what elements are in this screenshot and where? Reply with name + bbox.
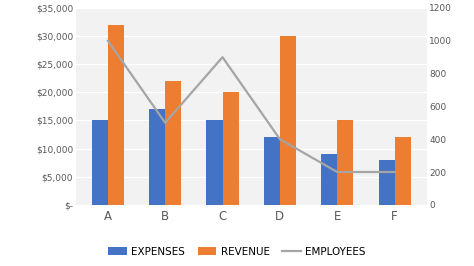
EMPLOYEES [163,121,168,124]
Bar [280,36,296,205]
Bar [207,120,223,205]
Bar [92,120,108,205]
EMPLOYEES [392,171,397,174]
Bar [321,154,337,205]
EMPLOYEES [277,138,283,141]
Line: EMPLOYEES: EMPLOYEES [108,41,394,172]
EMPLOYEES [220,56,226,59]
Bar [108,25,124,205]
EMPLOYEES [105,39,111,42]
Bar [394,137,410,205]
Bar [337,120,353,205]
Bar [379,160,394,205]
EMPLOYEES [334,171,340,174]
Bar [264,137,280,205]
Bar [149,109,165,205]
Bar [223,92,238,205]
Legend: EXPENSES, REVENUE, EMPLOYEES: EXPENSES, REVENUE, EMPLOYEES [104,242,370,261]
Bar [165,81,181,205]
